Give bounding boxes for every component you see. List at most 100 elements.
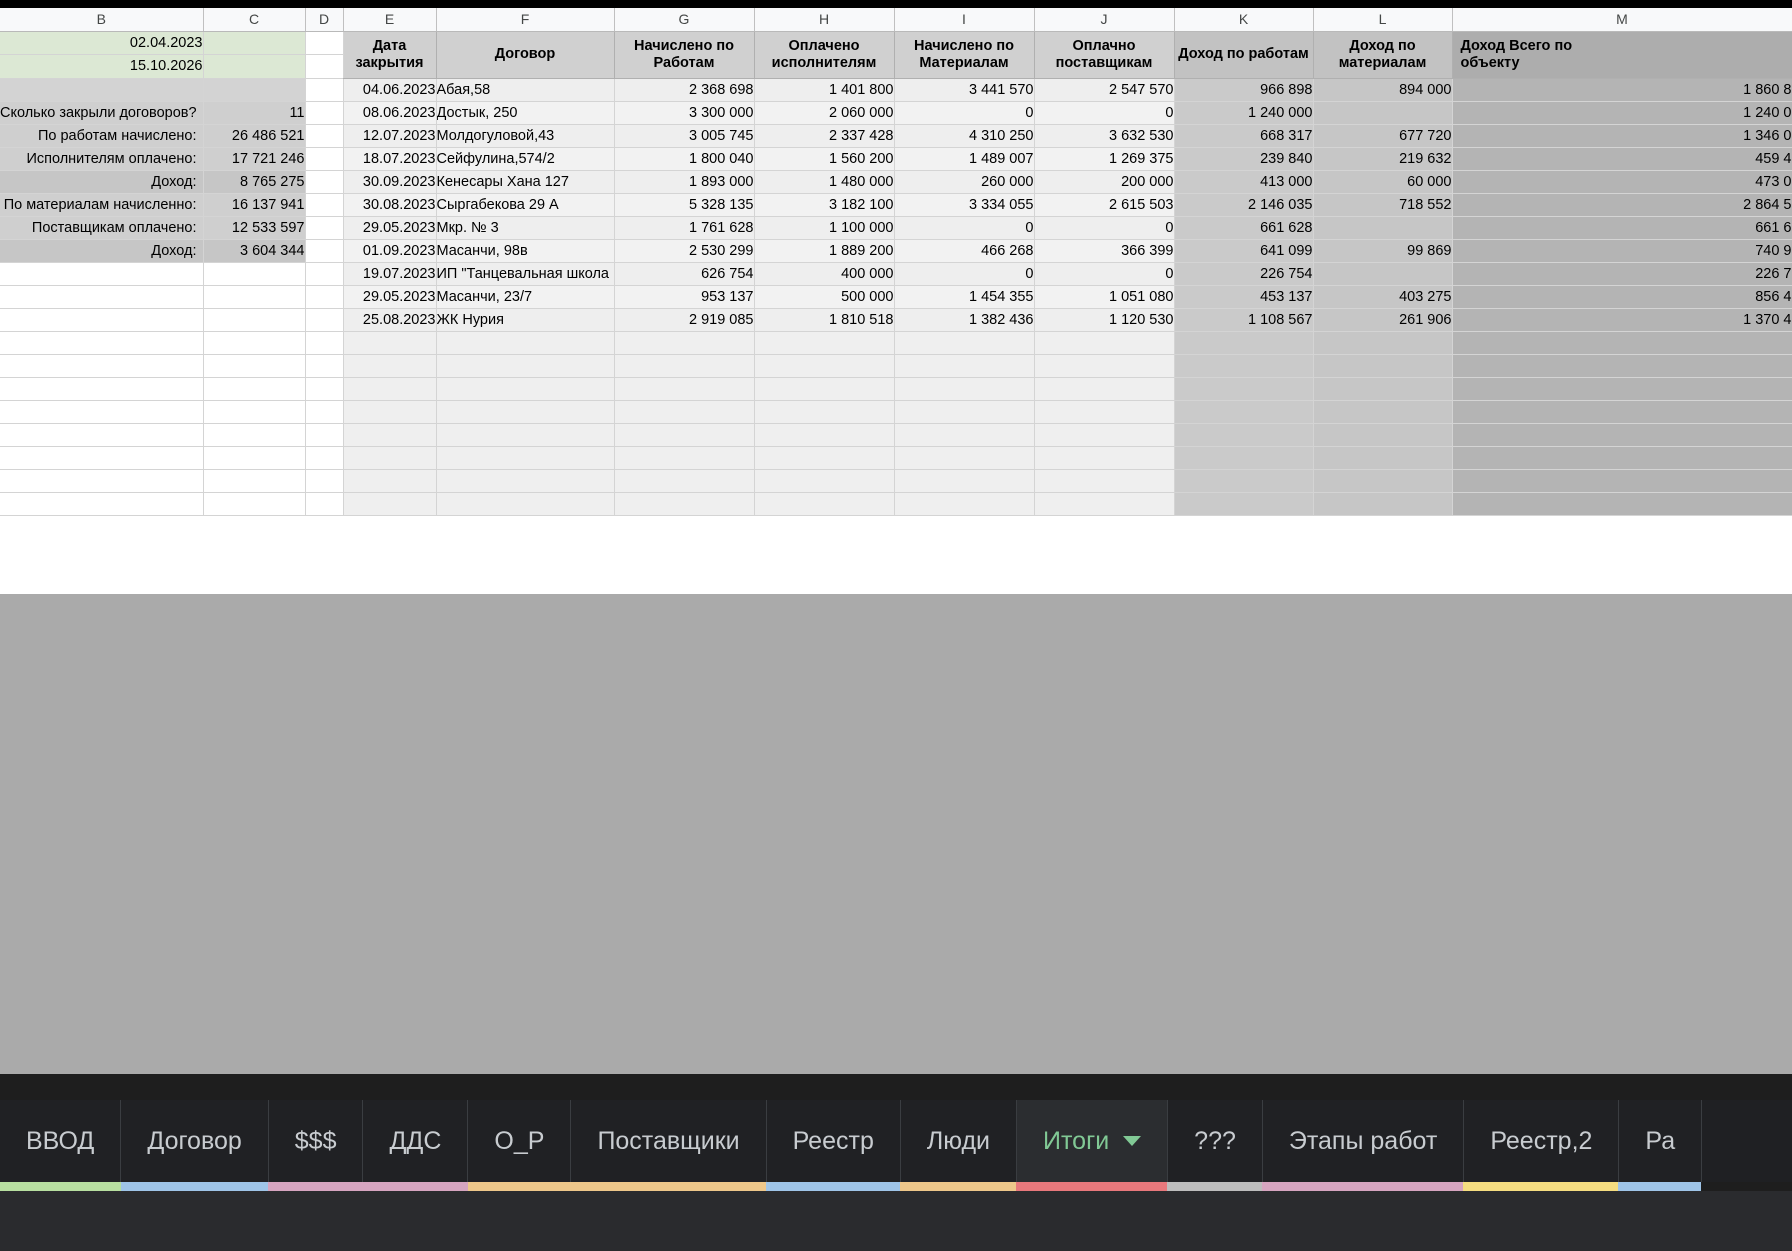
date-to-cell[interactable]: 15.10.2026	[0, 54, 204, 79]
gutter-d[interactable]	[305, 377, 344, 401]
cell-paid-performers[interactable]: 1 100 000	[754, 216, 895, 240]
cell-income-total[interactable]: 459 4	[1452, 147, 1792, 171]
empty-c[interactable]	[203, 331, 306, 355]
empty-m[interactable]	[1452, 354, 1792, 378]
chevron-down-icon[interactable]	[1123, 1136, 1142, 1146]
sheet-tab-ддс[interactable]: ДДС	[363, 1100, 469, 1182]
header-income-work[interactable]: Доход по работам	[1174, 31, 1314, 79]
empty-j[interactable]	[1034, 492, 1175, 516]
col-letter-J[interactable]: J	[1034, 8, 1175, 32]
empty-j[interactable]	[1034, 354, 1175, 378]
cell-paid-performers[interactable]: 2 060 000	[754, 101, 895, 125]
empty-b[interactable]	[0, 331, 204, 355]
gutter-d[interactable]	[305, 216, 344, 240]
summary-value[interactable]: 12 533 597	[203, 216, 306, 240]
empty-c[interactable]	[203, 492, 306, 516]
empty-e[interactable]	[343, 469, 437, 493]
empty-m[interactable]	[1452, 423, 1792, 447]
gutter-d[interactable]	[305, 400, 344, 424]
cell-income-total[interactable]: 473 0	[1452, 170, 1792, 194]
empty-i[interactable]	[894, 492, 1035, 516]
cell-paid-suppliers[interactable]: 2 547 570	[1034, 78, 1175, 102]
empty-c[interactable]	[203, 285, 306, 309]
gutter-d[interactable]	[305, 239, 344, 263]
empty-i[interactable]	[894, 469, 1035, 493]
cell-income-total[interactable]: 226 7	[1452, 262, 1792, 286]
cell-mat-accrued[interactable]: 260 000	[894, 170, 1035, 194]
empty-g[interactable]	[614, 331, 755, 355]
cell-income-total[interactable]: 2 864 5	[1452, 193, 1792, 217]
gutter-d[interactable]	[305, 423, 344, 447]
sheet-tab-ввод[interactable]: ВВОД	[0, 1100, 122, 1182]
cell-paid-suppliers[interactable]: 0	[1034, 262, 1175, 286]
empty-l[interactable]	[1313, 331, 1453, 355]
empty-j[interactable]	[1034, 331, 1175, 355]
empty-c2[interactable]	[203, 54, 306, 79]
empty-k[interactable]	[1174, 354, 1314, 378]
cell-income-total[interactable]: 1 860 8	[1452, 78, 1792, 102]
col-letter-I[interactable]: I	[894, 8, 1035, 32]
empty-i[interactable]	[894, 400, 1035, 424]
cell-work-accrued[interactable]: 3 005 745	[614, 124, 755, 148]
empty-e[interactable]	[343, 423, 437, 447]
sheet-tab--[interactable]: $$$	[268, 1100, 364, 1182]
cell-date[interactable]: 01.09.2023	[343, 239, 437, 263]
empty-g[interactable]	[614, 377, 755, 401]
gutter-d[interactable]	[305, 285, 344, 309]
cell-date[interactable]: 19.07.2023	[343, 262, 437, 286]
empty-b[interactable]	[0, 446, 204, 470]
cell-contract[interactable]: Мкр. № 3	[436, 216, 615, 240]
empty-l[interactable]	[1313, 469, 1453, 493]
empty-l[interactable]	[1313, 377, 1453, 401]
empty-c[interactable]	[203, 377, 306, 401]
empty-c[interactable]	[203, 354, 306, 378]
col-letter-M[interactable]: M	[1452, 8, 1792, 32]
sheet-tab-реестр[interactable]: Реестр	[766, 1100, 901, 1182]
cell-paid-performers[interactable]: 3 182 100	[754, 193, 895, 217]
empty-c[interactable]	[203, 308, 306, 332]
cell-mat-accrued[interactable]: 466 268	[894, 239, 1035, 263]
cell-work-accrued[interactable]: 1 761 628	[614, 216, 755, 240]
gutter-d[interactable]	[305, 331, 344, 355]
cell-income-mat[interactable]: 894 000	[1313, 78, 1453, 102]
gutter-d[interactable]	[305, 262, 344, 286]
empty-b[interactable]	[0, 423, 204, 447]
empty-b[interactable]	[0, 377, 204, 401]
cell-work-accrued[interactable]: 953 137	[614, 285, 755, 309]
empty-j[interactable]	[1034, 377, 1175, 401]
summary-label[interactable]: Доход:	[0, 239, 204, 263]
summary-value[interactable]: 26 486 521	[203, 124, 306, 148]
cell-mat-accrued[interactable]: 3 334 055	[894, 193, 1035, 217]
cell-date[interactable]: 18.07.2023	[343, 147, 437, 171]
gutter-d[interactable]	[305, 446, 344, 470]
sheet-tab-этапы-работ[interactable]: Этапы работ	[1262, 1100, 1465, 1182]
cell-contract[interactable]: Сейфулина,574/2	[436, 147, 615, 171]
empty-e[interactable]	[343, 354, 437, 378]
cell-paid-performers[interactable]: 400 000	[754, 262, 895, 286]
empty-d2[interactable]	[305, 54, 344, 79]
empty-k[interactable]	[1174, 446, 1314, 470]
cell-income-mat[interactable]	[1313, 216, 1453, 240]
empty-j[interactable]	[1034, 400, 1175, 424]
cell-income-work[interactable]: 453 137	[1174, 285, 1314, 309]
summary-spacer-value[interactable]	[203, 78, 306, 102]
header-contract[interactable]: Договор	[436, 31, 615, 79]
empty-l[interactable]	[1313, 354, 1453, 378]
empty-l[interactable]	[1313, 423, 1453, 447]
cell-paid-suppliers[interactable]: 366 399	[1034, 239, 1175, 263]
empty-f[interactable]	[436, 446, 615, 470]
empty-c1[interactable]	[203, 31, 306, 55]
empty-b[interactable]	[0, 354, 204, 378]
empty-f[interactable]	[436, 423, 615, 447]
cell-date[interactable]: 30.09.2023	[343, 170, 437, 194]
sheet-tab-o-p[interactable]: O_P	[468, 1100, 572, 1182]
cell-income-total[interactable]: 1 240 0	[1452, 101, 1792, 125]
cell-income-mat[interactable]: 403 275	[1313, 285, 1453, 309]
cell-income-mat[interactable]	[1313, 101, 1453, 125]
cell-work-accrued[interactable]: 2 368 698	[614, 78, 755, 102]
empty-h[interactable]	[754, 423, 895, 447]
summary-label[interactable]: По работам начислено:	[0, 124, 204, 148]
empty-e[interactable]	[343, 492, 437, 516]
empty-l[interactable]	[1313, 446, 1453, 470]
empty-b[interactable]	[0, 262, 204, 286]
